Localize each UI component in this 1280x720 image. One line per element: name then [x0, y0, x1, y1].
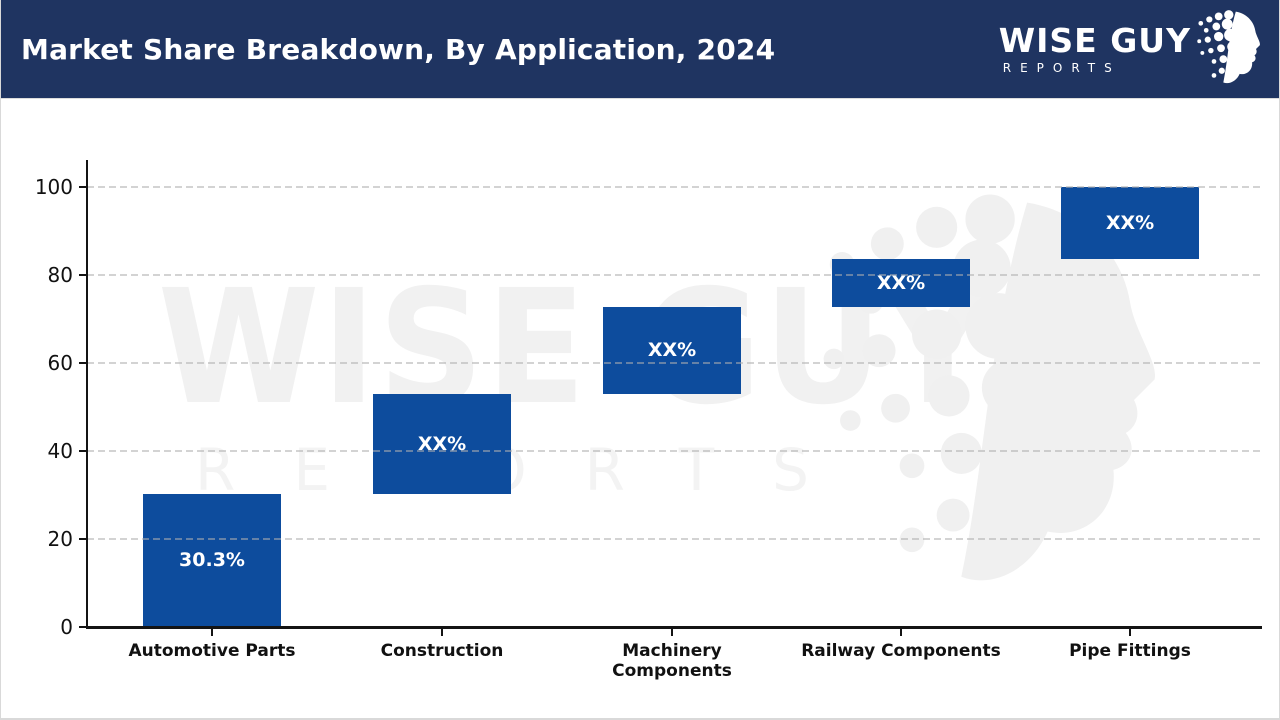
y-tick-label: 100	[34, 175, 73, 199]
x-tick-mark	[441, 629, 443, 636]
bar-value-label: XX%	[1105, 212, 1155, 235]
x-axis-line	[86, 626, 1262, 629]
bar-value-label: XX%	[417, 432, 467, 455]
bar-value-label: XX%	[647, 339, 697, 362]
y-tick-mark	[79, 450, 87, 452]
y-tick-mark	[79, 362, 87, 364]
x-category-label-construction: Construction	[380, 641, 504, 661]
y-tick-mark	[79, 538, 87, 540]
watermark: WISE GUY REPORTS	[131, 256, 993, 504]
brand-name: WISE GUY	[998, 20, 1191, 60]
brand-subtitle: REPORTS	[1002, 60, 1121, 75]
y-tick-label: 0	[60, 615, 73, 639]
x-tick-mark	[900, 629, 902, 636]
x-category-label-machinery-components: Machinery Components	[612, 641, 732, 681]
y-axis-line	[86, 160, 88, 629]
y-tick-mark	[79, 186, 87, 188]
page-title: Market Share Breakdown, By Application, …	[21, 32, 776, 66]
x-category-label-automotive-parts: Automotive Parts	[128, 641, 296, 661]
bar-construction	[373, 393, 511, 494]
brand-logo: WISE GUY REPORTS	[999, 9, 1263, 89]
y-tick-mark	[79, 626, 87, 628]
gridline	[87, 450, 1262, 452]
gridline	[87, 274, 1262, 276]
y-tick-label: 80	[47, 263, 73, 287]
x-category-label-railway-components: Railway Components	[801, 641, 1001, 661]
y-tick-mark	[79, 274, 87, 276]
y-tick-label: 40	[47, 439, 73, 463]
x-tick-mark	[671, 629, 673, 636]
bar-value-label: 30.3%	[179, 549, 245, 572]
bar-automotive-parts	[143, 493, 281, 627]
brand-text: WISE GUY REPORTS	[998, 20, 1191, 75]
bar-railway-components	[832, 259, 970, 308]
bar-value-label: XX%	[876, 272, 926, 295]
x-tick-mark	[1129, 629, 1131, 636]
x-category-label-pipe-fittings: Pipe Fittings	[1069, 641, 1191, 661]
header-banner: Market Share Breakdown, By Application, …	[1, 0, 1279, 99]
wiseguy-face-icon	[1197, 10, 1260, 84]
y-tick-label: 20	[47, 527, 73, 551]
watermark-brand-name: WISE GUY	[157, 256, 993, 440]
bar-machinery-components	[603, 307, 741, 394]
y-tick-label: 60	[47, 351, 73, 375]
x-tick-mark	[211, 629, 213, 636]
